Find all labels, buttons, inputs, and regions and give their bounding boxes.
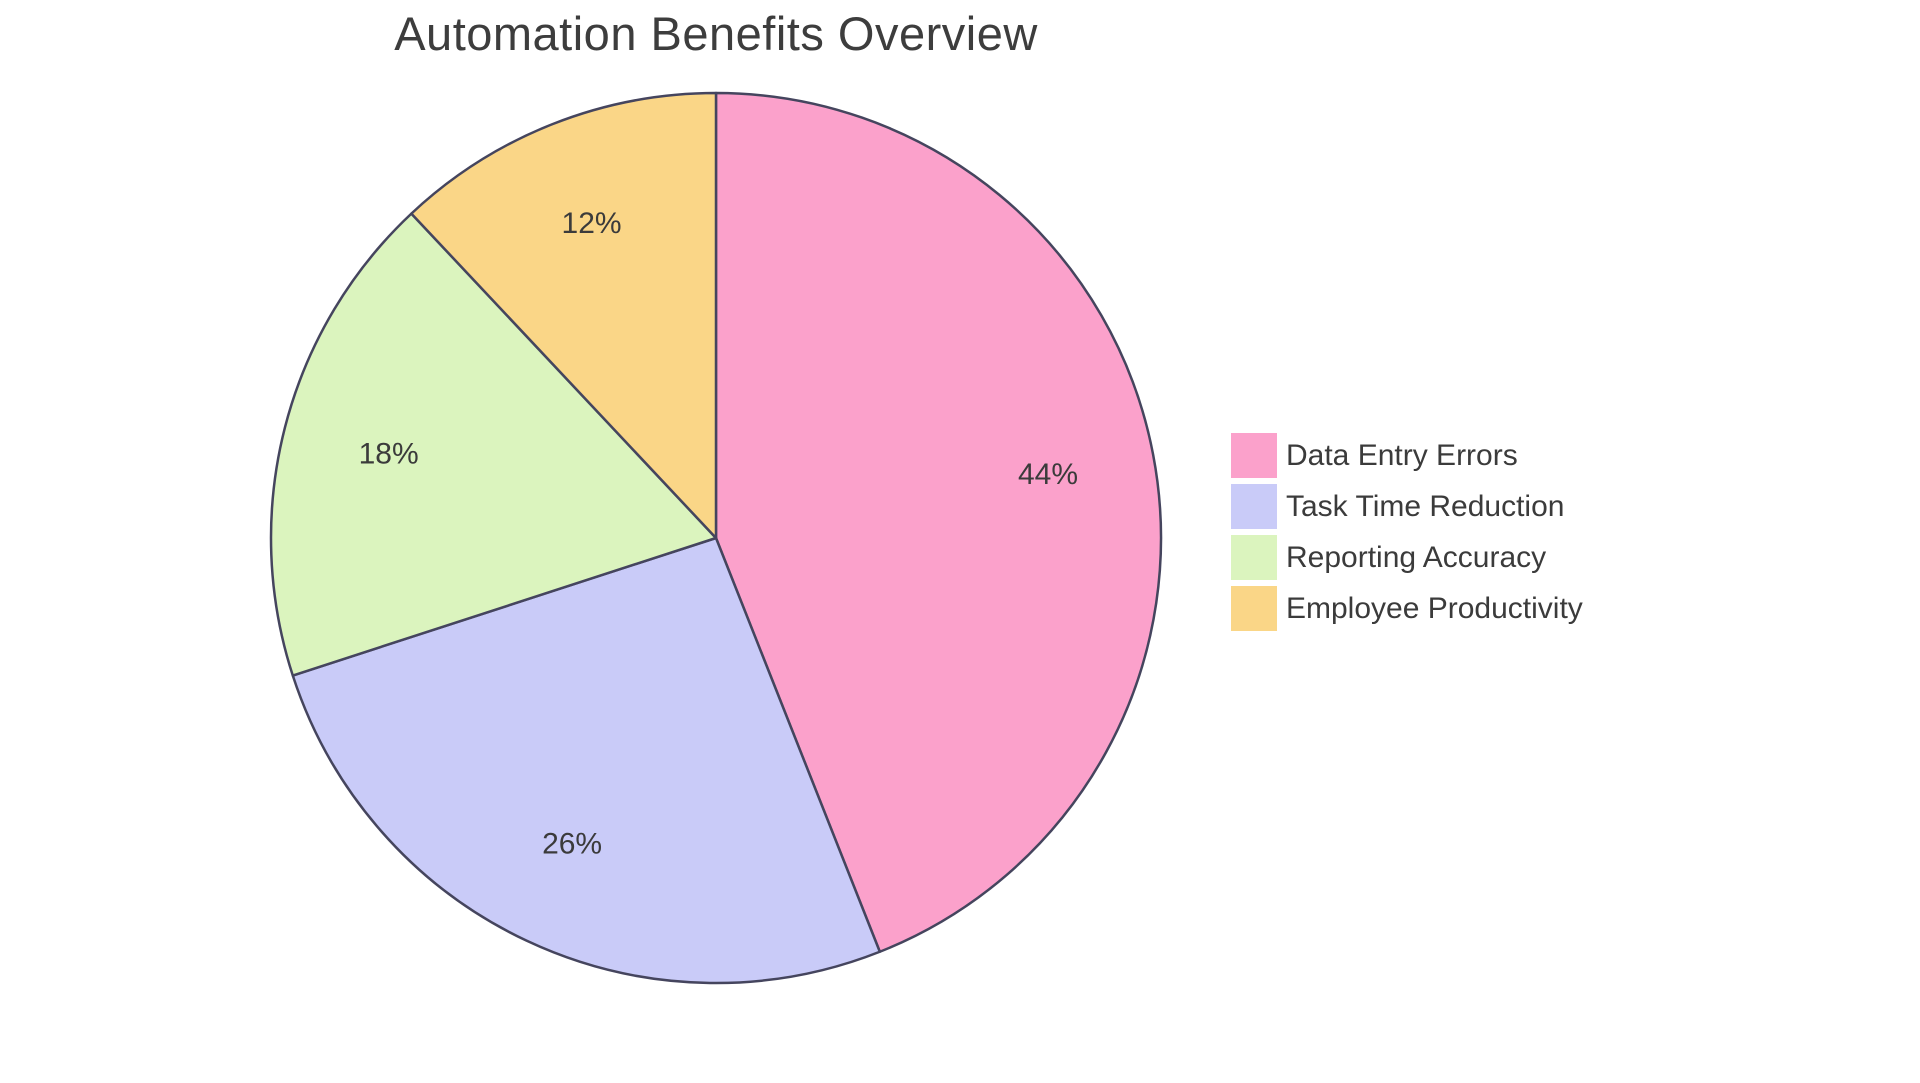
legend-swatch: [1231, 433, 1277, 478]
slice-value-label: 12%: [562, 207, 622, 240]
slice-value-label: 44%: [1018, 458, 1078, 491]
legend-label: Task Time Reduction: [1286, 489, 1565, 523]
pie-slice-employee-productivity: [410, 91, 718, 540]
legend-swatch: [1231, 484, 1277, 529]
legend: Data Entry Errors Task Time Reduction Repo…: [1231, 433, 1583, 631]
legend-item: Employee Productivity: [1231, 586, 1583, 631]
legend-item: Data Entry Errors: [1231, 433, 1583, 478]
slice-value-label: 26%: [542, 827, 602, 860]
legend-label: Data Entry Errors: [1286, 438, 1518, 472]
legend-swatch: [1231, 586, 1277, 631]
pie-slice-reporting-accuracy: [269, 212, 718, 677]
pie-slice-data-entry-errors: [714, 91, 1163, 954]
slice-value-label: 18%: [359, 437, 419, 470]
legend-label: Employee Productivity: [1286, 591, 1583, 625]
legend-item: Task Time Reduction: [1231, 484, 1583, 529]
legend-item: Reporting Accuracy: [1231, 535, 1583, 580]
legend-swatch: [1231, 535, 1277, 580]
legend-label: Reporting Accuracy: [1286, 540, 1547, 574]
pie-slice-task-time-reduction: [291, 536, 882, 985]
chart-title: Automation Benefits Overview: [394, 7, 1038, 60]
